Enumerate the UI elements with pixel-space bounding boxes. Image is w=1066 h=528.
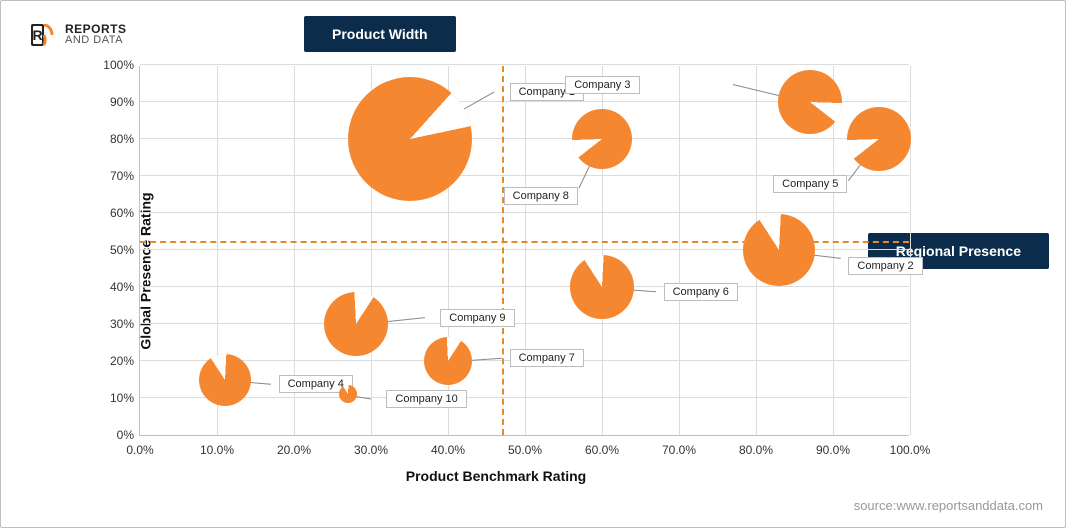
bubble-c5 (847, 107, 911, 171)
logo-line2: AND DATA (65, 35, 127, 46)
ytick-label: 20% (92, 354, 134, 368)
gridline-h (140, 64, 909, 65)
ytick-label: 50% (92, 243, 134, 257)
bubble-label-c9: Company 9 (440, 309, 514, 327)
bubble-label-c10: Company 10 (386, 390, 466, 408)
svg-text:R: R (32, 27, 42, 43)
ytick-label: 40% (92, 280, 134, 294)
chart-frame: R REPORTS AND DATA Product Width Regiona… (0, 0, 1066, 528)
bubble-c1 (348, 77, 472, 201)
bubble-label-c8: Company 8 (504, 187, 578, 205)
xtick-label: 10.0% (200, 443, 234, 457)
xtick-label: 40.0% (431, 443, 465, 457)
xtick-label: 20.0% (277, 443, 311, 457)
badge-product-width: Product Width (304, 16, 456, 52)
xtick-label: 90.0% (816, 443, 850, 457)
ytick-label: 100% (92, 58, 134, 72)
gridline-h (140, 397, 909, 398)
xtick-label: 50.0% (508, 443, 542, 457)
gridline-h (140, 323, 909, 324)
bubble-label-c7: Company 7 (510, 349, 584, 367)
gridline-h (140, 212, 909, 213)
xtick-label: 100.0% (890, 443, 931, 457)
bubble-label-c2: Company 2 (848, 257, 922, 275)
gridline-v (525, 66, 526, 435)
source-caption: source:www.reportsanddata.com (854, 498, 1043, 513)
bubble-c10 (339, 385, 357, 403)
xtick-label: 70.0% (662, 443, 696, 457)
gridline-h (140, 138, 909, 139)
ytick-label: 30% (92, 317, 134, 331)
gridline-v (679, 66, 680, 435)
xtick-label: 60.0% (585, 443, 619, 457)
bubble-label-c5: Company 5 (773, 175, 847, 193)
bubble-label-c6: Company 6 (664, 283, 738, 301)
xtick-label: 80.0% (739, 443, 773, 457)
bubble-c4 (199, 354, 251, 406)
bubble-label-c3: Company 3 (565, 76, 639, 94)
ytick-label: 0% (92, 428, 134, 442)
ytick-label: 60% (92, 206, 134, 220)
logo: R REPORTS AND DATA (31, 23, 127, 46)
reference-line-vertical (502, 66, 504, 435)
logo-text: REPORTS AND DATA (65, 23, 127, 46)
bubble-c6 (570, 255, 634, 319)
bubble-c2 (743, 214, 815, 286)
logo-icon: R (31, 24, 59, 46)
plot-area: 0.0%10.0%20.0%30.0%40.0%50.0%60.0%70.0%8… (139, 66, 909, 436)
ytick-label: 10% (92, 391, 134, 405)
ytick-label: 90% (92, 95, 134, 109)
gridline-h (140, 286, 909, 287)
xtick-label: 0.0% (126, 443, 153, 457)
chart-container: Global Presence Rating Product Benchmark… (61, 56, 931, 486)
bubble-c7 (424, 337, 472, 385)
xtick-label: 30.0% (354, 443, 388, 457)
bubble-c9 (324, 292, 388, 356)
ytick-label: 70% (92, 169, 134, 183)
ytick-label: 80% (92, 132, 134, 146)
x-axis-label: Product Benchmark Rating (406, 468, 586, 484)
bubble-c3 (778, 70, 842, 134)
bubble-c8 (572, 109, 632, 169)
gridline-v (910, 66, 911, 435)
